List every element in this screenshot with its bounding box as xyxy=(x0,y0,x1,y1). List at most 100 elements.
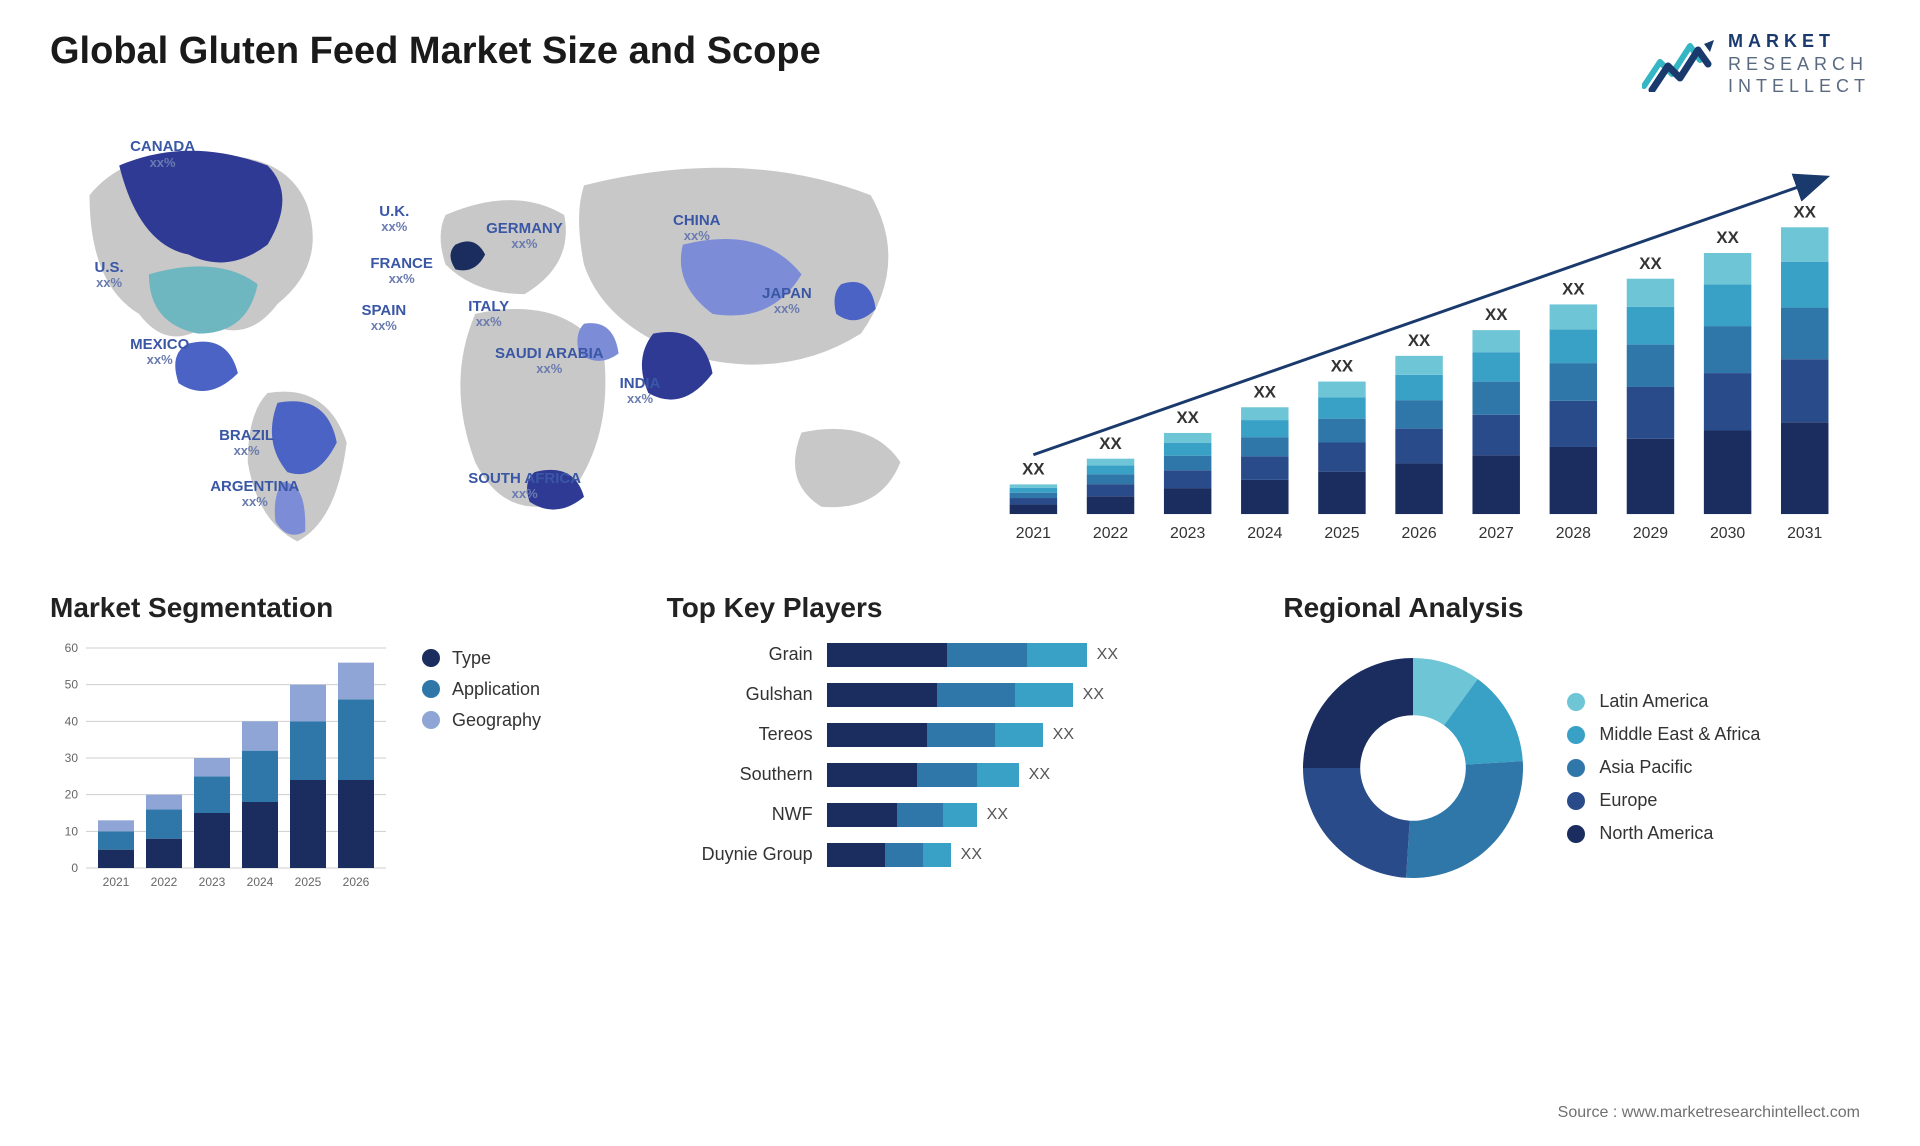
svg-text:2022: 2022 xyxy=(1093,524,1128,541)
legend-item: North America xyxy=(1567,823,1760,844)
key-players-title: Top Key Players xyxy=(667,592,1254,624)
regional-donut xyxy=(1283,638,1543,898)
svg-text:2027: 2027 xyxy=(1479,524,1514,541)
legend-item: Europe xyxy=(1567,790,1760,811)
svg-text:2031: 2031 xyxy=(1787,524,1822,541)
map-label: INDIAxx% xyxy=(620,375,661,407)
map-label: SPAINxx% xyxy=(362,302,407,334)
logo-text: MARKET RESEARCH INTELLECT xyxy=(1728,30,1870,98)
key-player-label: Gulshan xyxy=(673,684,813,705)
segmentation-chart-svg: 0102030405060 202120222023202420252026 xyxy=(50,638,390,898)
svg-text:XX: XX xyxy=(1022,459,1045,478)
key-player-bar xyxy=(827,683,1073,707)
map-label: SAUDI ARABIAxx% xyxy=(495,345,604,377)
map-label: CHINAxx% xyxy=(673,212,721,244)
map-label: ITALYxx% xyxy=(468,298,509,330)
key-player-label: Duynie Group xyxy=(673,844,813,865)
svg-text:2029: 2029 xyxy=(1633,524,1668,541)
logo-line-2: RESEARCH xyxy=(1728,53,1870,76)
key-player-value: XX xyxy=(1097,646,1118,664)
legend-item: Asia Pacific xyxy=(1567,757,1760,778)
key-player-row: Gulshan XX xyxy=(673,678,1254,712)
svg-text:2022: 2022 xyxy=(151,875,178,889)
brand-logo: MARKET RESEARCH INTELLECT xyxy=(1642,30,1870,98)
svg-text:2023: 2023 xyxy=(1170,524,1205,541)
key-player-bar xyxy=(827,763,1019,787)
key-player-value: XX xyxy=(1083,686,1104,704)
key-player-value: XX xyxy=(961,846,982,864)
map-label: CANADAxx% xyxy=(130,138,195,170)
svg-text:40: 40 xyxy=(65,714,79,728)
svg-text:30: 30 xyxy=(65,751,79,765)
svg-text:2024: 2024 xyxy=(1247,524,1282,541)
svg-text:2026: 2026 xyxy=(343,875,370,889)
key-player-row: Tereos XX xyxy=(673,718,1254,752)
key-player-bar xyxy=(827,803,977,827)
legend-item: Latin America xyxy=(1567,691,1760,712)
header: Global Gluten Feed Market Size and Scope… xyxy=(50,30,1870,98)
svg-text:60: 60 xyxy=(65,641,79,655)
map-label: JAPANxx% xyxy=(762,285,812,317)
legend-item: Type xyxy=(422,648,541,669)
key-players-rows: GrainXXGulshanXXTereosXXSouthernXXNWFXXD… xyxy=(667,638,1254,872)
map-label: MEXICOxx% xyxy=(130,336,189,368)
svg-text:2026: 2026 xyxy=(1401,524,1436,541)
regional-legend: Latin America Middle East & Africa Asia Pa… xyxy=(1567,679,1760,856)
forecast-chart-panel: XX 2021 XX 2022 XX 2023 XX 2024 XX 2025 XX 2026 XX 20… xyxy=(980,126,1870,556)
key-player-bar xyxy=(827,723,1043,747)
map-label: FRANCExx% xyxy=(370,255,433,287)
top-row: CANADAxx% U.S.xx% MEXICOxx% BRAZILxx% ARGENT… xyxy=(50,126,1870,556)
key-player-value: XX xyxy=(1053,726,1074,744)
svg-text:2028: 2028 xyxy=(1556,524,1591,541)
svg-text:2021: 2021 xyxy=(103,875,130,889)
svg-text:10: 10 xyxy=(65,824,79,838)
legend-item: Application xyxy=(422,679,541,700)
svg-text:XX: XX xyxy=(1639,253,1662,272)
map-australia xyxy=(795,428,900,506)
svg-text:XX: XX xyxy=(1562,279,1585,298)
svg-text:2021: 2021 xyxy=(1016,524,1051,541)
svg-text:XX: XX xyxy=(1099,433,1122,452)
key-player-value: XX xyxy=(987,806,1008,824)
key-player-label: Southern xyxy=(673,764,813,785)
svg-text:2024: 2024 xyxy=(247,875,274,889)
regional-title: Regional Analysis xyxy=(1283,592,1870,624)
key-player-label: NWF xyxy=(673,804,813,825)
key-player-row: Duynie Group XX xyxy=(673,838,1254,872)
map-label: BRAZILxx% xyxy=(219,427,274,459)
svg-text:2025: 2025 xyxy=(1324,524,1359,541)
key-player-label: Tereos xyxy=(673,724,813,745)
world-map-panel: CANADAxx% U.S.xx% MEXICOxx% BRAZILxx% ARGENT… xyxy=(50,126,940,556)
segmentation-section: Market Segmentation 0102030405060 202120… xyxy=(50,592,637,912)
svg-text:XX: XX xyxy=(1331,356,1354,375)
donut-svg xyxy=(1283,638,1543,898)
key-player-bar xyxy=(827,643,1087,667)
logo-line-3: INTELLECT xyxy=(1728,75,1870,98)
regional-section: Regional Analysis Latin America Middle Ea… xyxy=(1283,592,1870,912)
key-players-section: Top Key Players GrainXX Gulshan XX Tereos XX… xyxy=(667,592,1254,912)
legend-item: Geography xyxy=(422,710,541,731)
svg-text:50: 50 xyxy=(65,677,79,691)
svg-text:2025: 2025 xyxy=(295,875,322,889)
key-player-row: SouthernXX xyxy=(673,758,1254,792)
map-label: GERMANYxx% xyxy=(486,220,563,252)
key-player-row: NWF XX xyxy=(673,798,1254,832)
map-label: ARGENTINAxx% xyxy=(210,478,299,510)
page-title: Global Gluten Feed Market Size and Scope xyxy=(50,30,821,73)
segmentation-legend: Type Application Geography xyxy=(422,638,541,741)
segmentation-title: Market Segmentation xyxy=(50,592,637,624)
key-player-row: GrainXX xyxy=(673,638,1254,672)
map-label: U.K.xx% xyxy=(379,203,409,235)
source-attribution: Source : www.marketresearchintellect.com xyxy=(1558,1104,1860,1122)
map-label: SOUTH AFRICAxx% xyxy=(468,470,581,502)
svg-text:2030: 2030 xyxy=(1710,524,1745,541)
svg-text:XX: XX xyxy=(1408,330,1431,349)
key-player-bar xyxy=(827,843,951,867)
svg-text:XX: XX xyxy=(1716,228,1739,247)
map-label: U.S.xx% xyxy=(95,259,124,291)
svg-text:XX: XX xyxy=(1485,305,1508,324)
svg-text:XX: XX xyxy=(1176,408,1199,427)
legend-item: Middle East & Africa xyxy=(1567,724,1760,745)
forecast-chart-svg: XX 2021 XX 2022 XX 2023 XX 2024 XX 2025 XX 2026 XX 20… xyxy=(980,126,1870,556)
svg-text:2023: 2023 xyxy=(199,875,226,889)
